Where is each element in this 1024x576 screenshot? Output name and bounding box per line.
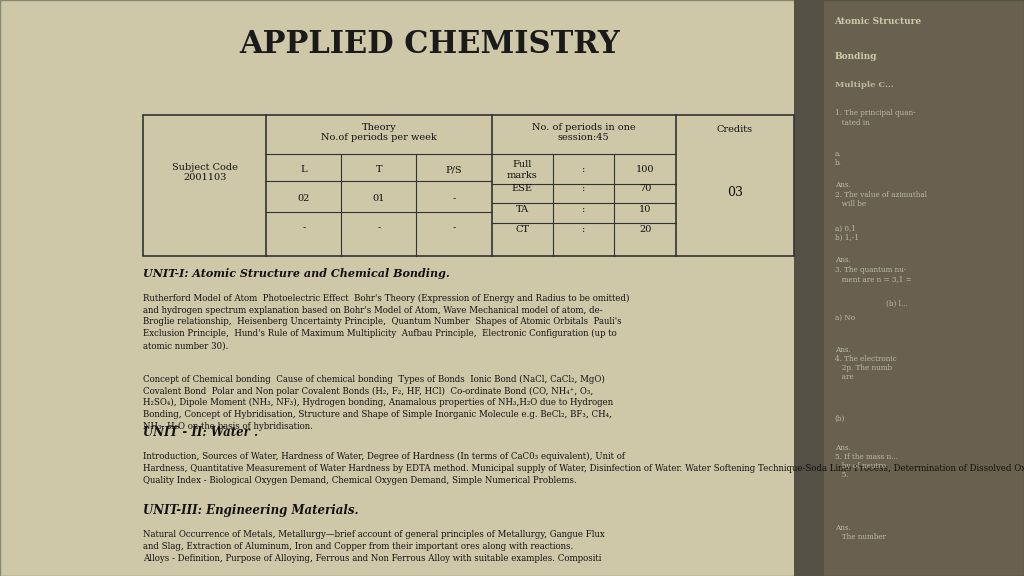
Text: -: -	[453, 194, 456, 203]
Text: Bonding: Bonding	[835, 52, 878, 61]
Text: T: T	[376, 165, 382, 175]
Text: 02: 02	[298, 194, 310, 203]
Text: Introduction, Sources of Water, Hardness of Water, Degree of Hardness (In terms : Introduction, Sources of Water, Hardness…	[143, 452, 1024, 485]
Text: Concept of Chemical bonding  Cause of chemical bonding  Types of Bonds  Ionic Bo: Concept of Chemical bonding Cause of che…	[143, 374, 613, 431]
Text: :: :	[582, 165, 586, 175]
Text: Multiple C...: Multiple C...	[835, 81, 893, 89]
Text: 03: 03	[727, 187, 742, 199]
Text: P/S: P/S	[445, 165, 462, 175]
Text: TA: TA	[516, 204, 528, 214]
Text: 100: 100	[636, 165, 654, 175]
Text: 1. The principal quan-
   tated in: 1. The principal quan- tated in	[835, 109, 915, 127]
Text: Rutherford Model of Atom  Photoelectric Effect  Bohr's Theory (Expression of Ene: Rutherford Model of Atom Photoelectric E…	[143, 294, 630, 350]
Text: Theory
No.of periods per week: Theory No.of periods per week	[321, 123, 437, 142]
Bar	[819, 0, 1024, 576]
Text: Ans.
5. If the mass n...
   by of neutro
   5.: Ans. 5. If the mass n... by of neutro 5.	[835, 444, 897, 479]
Text: Subject Code
2001103: Subject Code 2001103	[172, 163, 238, 183]
Text: Ans.
4. The electronic
   2p. The numb
   are: Ans. 4. The electronic 2p. The numb are	[835, 346, 896, 381]
Text: 01: 01	[373, 194, 385, 203]
Text: Ans.
2. The value of azimuthal
   will be: Ans. 2. The value of azimuthal will be	[835, 181, 927, 208]
Text: :: :	[582, 184, 586, 193]
Text: a.
b.: a. b.	[835, 150, 842, 167]
Text: Credits: Credits	[717, 125, 753, 134]
Text: UNIT-I: Atomic Structure and Chemical Bonding.: UNIT-I: Atomic Structure and Chemical Bo…	[143, 268, 451, 279]
Text: CT: CT	[515, 225, 529, 234]
Text: ESE: ESE	[512, 184, 532, 193]
Text: (b): (b)	[835, 415, 845, 423]
Text: UNIT - II: Water .: UNIT - II: Water .	[143, 426, 258, 439]
Text: :: :	[582, 225, 586, 234]
Text: a) 0,1
b) 1,-1: a) 0,1 b) 1,-1	[835, 225, 858, 242]
Text: L: L	[300, 165, 307, 175]
Text: a) No: a) No	[835, 314, 855, 322]
Text: -: -	[377, 223, 381, 232]
Bar	[794, 0, 824, 576]
Text: Full
marks: Full marks	[507, 160, 538, 180]
Text: Atomic Structure: Atomic Structure	[835, 17, 922, 26]
Text: Ans.
   The number: Ans. The number	[835, 524, 886, 541]
Bar	[0, 0, 819, 576]
Text: (b) l...: (b) l...	[886, 300, 907, 308]
Text: APPLIED CHEMISTRY: APPLIED CHEMISTRY	[240, 29, 621, 60]
Text: -: -	[302, 223, 305, 232]
Text: Ans.
3. The quantum nu-
   ment are n = 3,1 =: Ans. 3. The quantum nu- ment are n = 3,1…	[835, 256, 911, 283]
Text: 70: 70	[639, 184, 651, 193]
Text: -: -	[453, 223, 456, 232]
Text: UNIT-III: Engineering Materials.: UNIT-III: Engineering Materials.	[143, 504, 359, 517]
Text: :: :	[582, 204, 586, 214]
Text: No. of periods in one
session:45: No. of periods in one session:45	[531, 123, 636, 142]
Text: Natural Occurrence of Metals, Metallurgy—brief account of general principles of : Natural Occurrence of Metals, Metallurgy…	[143, 530, 605, 563]
Bar	[143, 115, 794, 256]
Text: 20: 20	[639, 225, 651, 234]
Text: 10: 10	[639, 204, 651, 214]
